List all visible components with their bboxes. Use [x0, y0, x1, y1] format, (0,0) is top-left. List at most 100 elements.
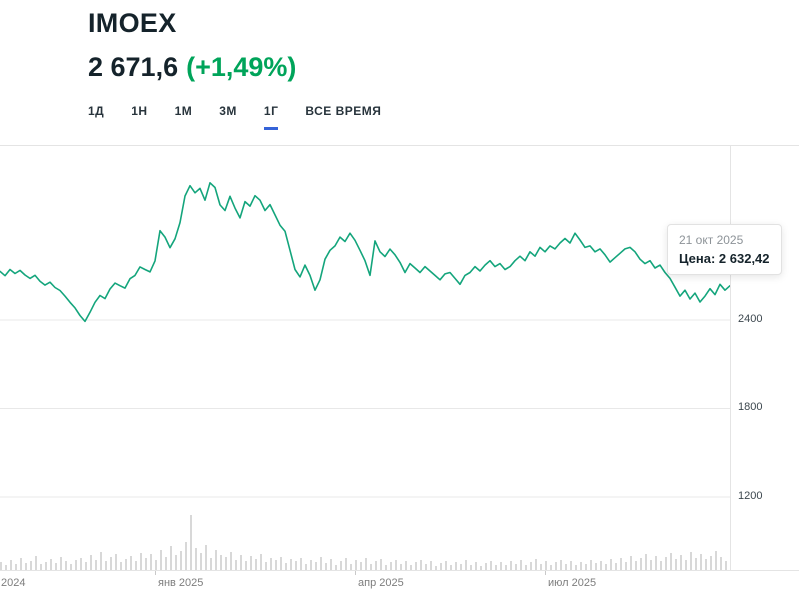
volume-bar — [145, 558, 147, 570]
x-axis-label: апр 2025 — [358, 577, 404, 589]
volume-bar — [430, 561, 432, 570]
volume-bar — [325, 563, 327, 570]
volume-bar — [610, 559, 612, 570]
price-line — [0, 181, 730, 323]
volume-bar — [250, 556, 252, 570]
volume-bar — [700, 554, 702, 570]
volume-bar — [95, 560, 97, 570]
volume-bar — [220, 555, 222, 570]
volume-bar — [625, 562, 627, 570]
volume-bar — [80, 558, 82, 570]
volume-bar — [315, 562, 317, 570]
volume-bar — [570, 561, 572, 570]
volume-bar — [355, 560, 357, 570]
volume-bar — [340, 561, 342, 570]
volume-bar — [205, 545, 207, 570]
volume-bar — [480, 566, 482, 570]
volume-bar — [575, 565, 577, 570]
volume-bar — [295, 561, 297, 570]
volume-bars — [0, 515, 727, 570]
x-axis-labels: 2024 янв 2025 апр 2025 июл 2025 — [0, 571, 799, 593]
volume-bar — [75, 560, 77, 570]
volume-bar — [495, 565, 497, 570]
volume-bar — [285, 563, 287, 570]
volume-bar — [720, 557, 722, 570]
volume-bar — [175, 555, 177, 570]
volume-bar — [400, 564, 402, 570]
volume-bar — [445, 561, 447, 570]
volume-bar — [265, 562, 267, 570]
volume-bar — [225, 557, 227, 570]
volume-bar — [125, 559, 127, 570]
volume-bar — [185, 542, 187, 570]
volume-bar — [195, 548, 197, 570]
volume-bar — [100, 552, 102, 570]
volume-bar — [330, 559, 332, 570]
volume-bar — [385, 565, 387, 570]
volume-bar — [660, 561, 662, 570]
volume-bar — [305, 564, 307, 570]
volume-bar — [390, 562, 392, 570]
volume-bar — [35, 556, 37, 570]
volume-bar — [10, 560, 12, 570]
volume-bar — [140, 553, 142, 570]
volume-bar — [90, 555, 92, 570]
gridlines — [0, 319, 730, 498]
tab-1y[interactable]: 1Г — [263, 104, 279, 130]
tab-1d[interactable]: 1Д — [88, 104, 104, 130]
volume-bar — [380, 559, 382, 570]
y-axis-label: 2400 — [738, 312, 763, 325]
volume-bar — [535, 559, 537, 570]
volume-bar — [230, 552, 232, 570]
volume-bar — [550, 565, 552, 570]
volume-bar — [60, 557, 62, 570]
volume-bar — [395, 560, 397, 570]
volume-bar — [45, 562, 47, 570]
volume-bar — [675, 559, 677, 570]
volume-bar — [155, 560, 157, 570]
tab-1w[interactable]: 1Н — [131, 104, 147, 130]
tab-1m[interactable]: 1М — [175, 104, 193, 130]
x-axis-tick — [545, 571, 546, 575]
volume-bar — [485, 563, 487, 570]
volume-bar — [350, 564, 352, 570]
volume-bar — [565, 564, 567, 570]
volume-bar — [365, 558, 367, 570]
tab-3m[interactable]: 3М — [219, 104, 237, 130]
volume-bar — [170, 546, 172, 570]
volume-bar — [165, 557, 167, 570]
volume-bar — [600, 561, 602, 570]
volume-bar — [515, 564, 517, 570]
volume-bar — [25, 563, 27, 570]
price-row: 2 671,6 (+1,49%) — [88, 52, 381, 83]
volume-bar — [680, 555, 682, 570]
volume-bar — [5, 565, 7, 570]
volume-bar — [665, 557, 667, 570]
volume-bar — [290, 559, 292, 570]
volume-bar — [245, 561, 247, 570]
volume-bar — [725, 561, 727, 570]
volume-bar — [655, 556, 657, 570]
volume-bar — [120, 562, 122, 570]
volume-bar — [520, 560, 522, 570]
volume-bar — [670, 553, 672, 570]
volume-bar — [580, 562, 582, 570]
volume-bar — [645, 554, 647, 570]
price-chart[interactable] — [0, 145, 730, 570]
volume-bar — [410, 565, 412, 570]
volume-bar — [620, 558, 622, 570]
volume-bar — [275, 560, 277, 570]
volume-bar — [320, 557, 322, 570]
volume-bar — [635, 561, 637, 570]
volume-bar — [640, 558, 642, 570]
price-change: (+1,49%) — [186, 52, 297, 82]
volume-bar — [110, 557, 112, 570]
volume-bar — [450, 565, 452, 570]
x-axis-label: 2024 — [1, 577, 26, 589]
volume-bar — [475, 562, 477, 570]
volume-bar — [370, 564, 372, 570]
y-axis-label: 1800 — [738, 401, 763, 414]
tab-all-time[interactable]: ВСЕ ВРЕМЯ — [305, 104, 381, 130]
chart-bottom-border — [0, 570, 799, 571]
